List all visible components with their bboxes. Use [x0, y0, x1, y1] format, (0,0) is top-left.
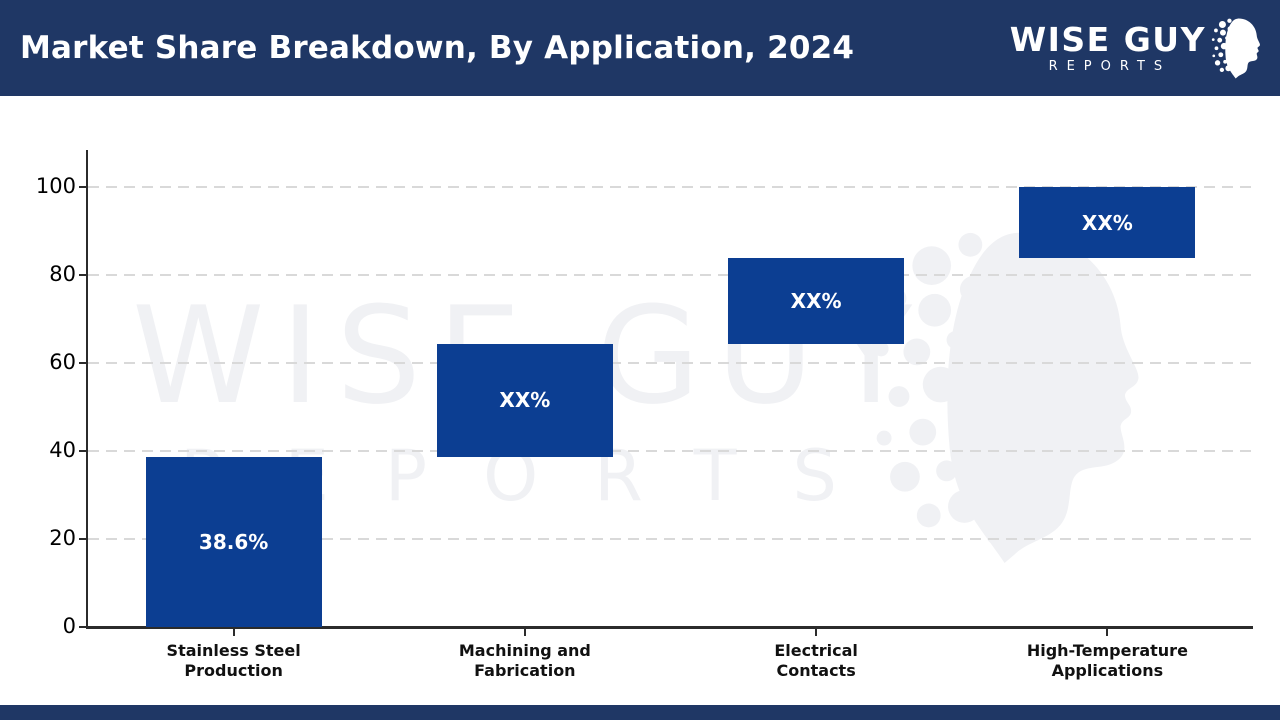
bar-segment: XX%: [728, 258, 905, 344]
logo-face-icon: [1211, 18, 1260, 79]
y-tick-mark: [79, 362, 87, 364]
bar-segment: 38.6%: [145, 457, 322, 627]
x-tick-mark: [815, 628, 818, 636]
y-tick-label: 80: [49, 262, 76, 286]
logo-text: WISE GUY REPORTS: [1010, 23, 1206, 73]
wise-guy-reports-logo: WISE GUY REPORTS: [1010, 8, 1264, 88]
y-tick-label: 40: [49, 438, 76, 462]
y-tick-mark: [79, 274, 87, 276]
x-tick-mark: [523, 628, 526, 636]
x-tick-mark: [232, 628, 235, 636]
x-category-label: High-Temperature Applications: [1026, 641, 1188, 680]
bar-value-label: XX%: [790, 288, 842, 313]
grid-line: [88, 274, 1253, 276]
grid-line: [88, 538, 1253, 540]
y-tick-label: 100: [35, 174, 76, 198]
y-tick-label: 20: [49, 526, 76, 550]
grid-line: [88, 186, 1253, 188]
y-tick-mark: [79, 450, 87, 452]
y-tick-mark: [79, 186, 87, 188]
logo-wordmark: WISE GUY: [1009, 20, 1206, 59]
chart-area: WISE GUY REPORTS 0 20 40 60 80 100 38.6% Stainl…: [0, 96, 1280, 705]
bar-value-label: 38.6%: [198, 530, 269, 555]
logo-subtitle: REPORTS: [1048, 59, 1172, 74]
y-axis-line: [86, 150, 88, 629]
bar-segment: XX%: [1019, 187, 1196, 259]
page-title: Market Share Breakdown, By Application, …: [20, 30, 855, 66]
grid-line: [88, 362, 1253, 364]
y-tick-label: 0: [62, 614, 76, 638]
x-category-label: Electrical Contacts: [774, 641, 858, 680]
bar-segment: XX%: [436, 343, 613, 458]
y-tick-mark: [79, 538, 87, 540]
y-tick-label: 60: [49, 350, 76, 374]
bar-value-label: XX%: [499, 388, 551, 413]
grid-line: [88, 450, 1253, 452]
x-category-label: Stainless Steel Production: [166, 641, 301, 680]
x-tick-mark: [1106, 628, 1109, 636]
y-tick-mark: [79, 626, 87, 628]
x-axis-line: [86, 626, 1253, 629]
header-bar: Market Share Breakdown, By Application, …: [0, 0, 1280, 96]
bar-value-label: XX%: [1081, 210, 1133, 235]
footer-bar: [0, 705, 1280, 720]
x-category-label: Machining and Fabrication: [458, 641, 591, 680]
